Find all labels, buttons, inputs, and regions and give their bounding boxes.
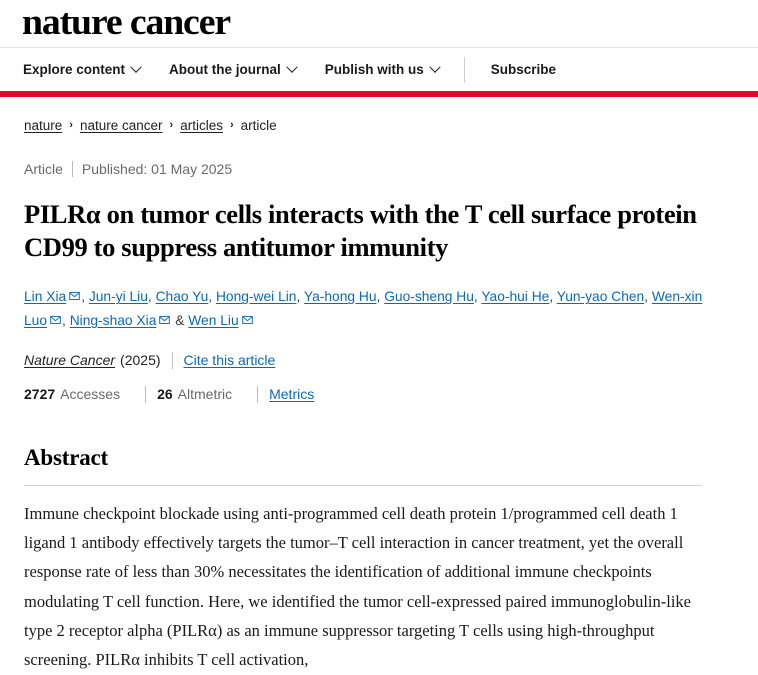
chevron-down-icon	[286, 61, 298, 73]
author-list: Lin Xia, Jun-yi Liu, Chao Yu, Hong-wei L…	[24, 285, 714, 332]
primary-navigation: Explore content About the journal Publis…	[0, 48, 758, 91]
cite-this-article-link[interactable]: Cite this article	[183, 352, 276, 369]
nav-item-label: Explore content	[23, 62, 126, 77]
author-link[interactable]: Yun-yao Chen	[556, 289, 645, 305]
altmetric-count: 26	[157, 386, 173, 403]
nav-divider	[463, 56, 465, 83]
nav-item-explore-content[interactable]: Explore content	[23, 61, 142, 77]
author-separator: ,	[644, 289, 652, 305]
abstract-heading: Abstract	[24, 444, 108, 470]
breadcrumb-item-nature[interactable]: nature	[24, 118, 63, 133]
breadcrumb-item-article: article	[240, 118, 277, 133]
metrics-link[interactable]: Metrics	[269, 386, 315, 403]
breadcrumb-separator-icon: ›	[229, 119, 234, 131]
author-separator: ,	[62, 312, 70, 328]
breadcrumb-separator-icon: ›	[69, 119, 73, 131]
meta-divider	[171, 351, 173, 369]
author-separator: ,	[473, 289, 482, 305]
author-separator: ,	[549, 289, 557, 305]
author-separator: ,	[81, 289, 89, 305]
author-separator: ,	[376, 289, 385, 305]
author-separator: ,	[296, 289, 304, 305]
envelope-icon[interactable]	[241, 315, 253, 324]
breadcrumb-item-nature-cancer[interactable]: nature cancer	[79, 118, 163, 133]
author-link[interactable]: Chao Yu	[155, 289, 209, 305]
nav-item-label: Subscribe	[490, 62, 557, 77]
envelope-icon[interactable]	[69, 292, 80, 301]
section-divider	[24, 484, 702, 486]
meta-divider	[71, 161, 73, 177]
page-title: PILRα on tumor cells interacts with the …	[24, 199, 697, 262]
nav-item-subscribe[interactable]: Subscribe	[491, 62, 556, 77]
envelope-icon[interactable]	[50, 315, 61, 324]
abstract-text: Immune checkpoint blockade using anti-pr…	[24, 503, 692, 670]
author-separator: ,	[208, 289, 216, 305]
article-meta: Article Published: 01 May 2025	[24, 161, 734, 177]
author-final-separator: &	[171, 312, 189, 328]
brand-accent-rule	[0, 91, 758, 97]
breadcrumb-item-articles[interactable]: articles	[180, 118, 223, 133]
author-separator: ,	[147, 289, 156, 305]
nav-item-label: About the journal	[169, 62, 281, 77]
article-page: nature › nature cancer › articles › arti…	[0, 118, 758, 675]
chevron-down-icon	[429, 61, 441, 73]
accesses-count: 2727	[24, 386, 56, 403]
meta-divider	[257, 385, 259, 403]
author-link[interactable]: Wen-xin Luo	[24, 289, 703, 328]
author-link[interactable]: Guo-sheng Hu	[384, 289, 474, 305]
breadcrumb: nature › nature cancer › articles › arti…	[24, 118, 734, 133]
author-link[interactable]: Ya-hong Hu	[303, 289, 377, 305]
author-link[interactable]: Lin Xia	[24, 289, 67, 305]
chevron-down-icon	[130, 61, 142, 73]
author-link[interactable]: Wen Liu	[188, 312, 239, 328]
accesses-label: Accesses	[60, 386, 121, 403]
article-metrics: 2727 Accesses 26 Altmetric Metrics	[24, 385, 734, 403]
author-link[interactable]: Jun-yi Liu	[88, 289, 148, 305]
journal-citation: Nature Cancer (2025) Cite this article	[24, 351, 734, 369]
journal-year: (2025)	[120, 352, 161, 369]
meta-divider	[145, 385, 147, 403]
nav-item-label: Publish with us	[324, 62, 424, 77]
author-link[interactable]: Ning-shao Xia	[69, 312, 157, 328]
article-type-label: Article	[24, 161, 63, 177]
breadcrumb-separator-icon: ›	[169, 119, 174, 131]
article-published-date: Published: 01 May 2025	[81, 161, 233, 177]
site-masthead: nature cancer	[0, 0, 758, 48]
envelope-icon[interactable]	[159, 315, 171, 324]
author-link[interactable]: Yao-hui He	[481, 289, 550, 305]
journal-logo[interactable]: nature cancer	[22, 2, 231, 43]
journal-name-link[interactable]: Nature Cancer	[24, 352, 116, 369]
altmetric-label: Altmetric	[177, 386, 233, 403]
nav-item-about-the-journal[interactable]: About the journal	[169, 61, 298, 77]
author-link[interactable]: Hong-wei Lin	[215, 289, 297, 305]
nav-item-publish-with-us[interactable]: Publish with us	[324, 61, 441, 77]
